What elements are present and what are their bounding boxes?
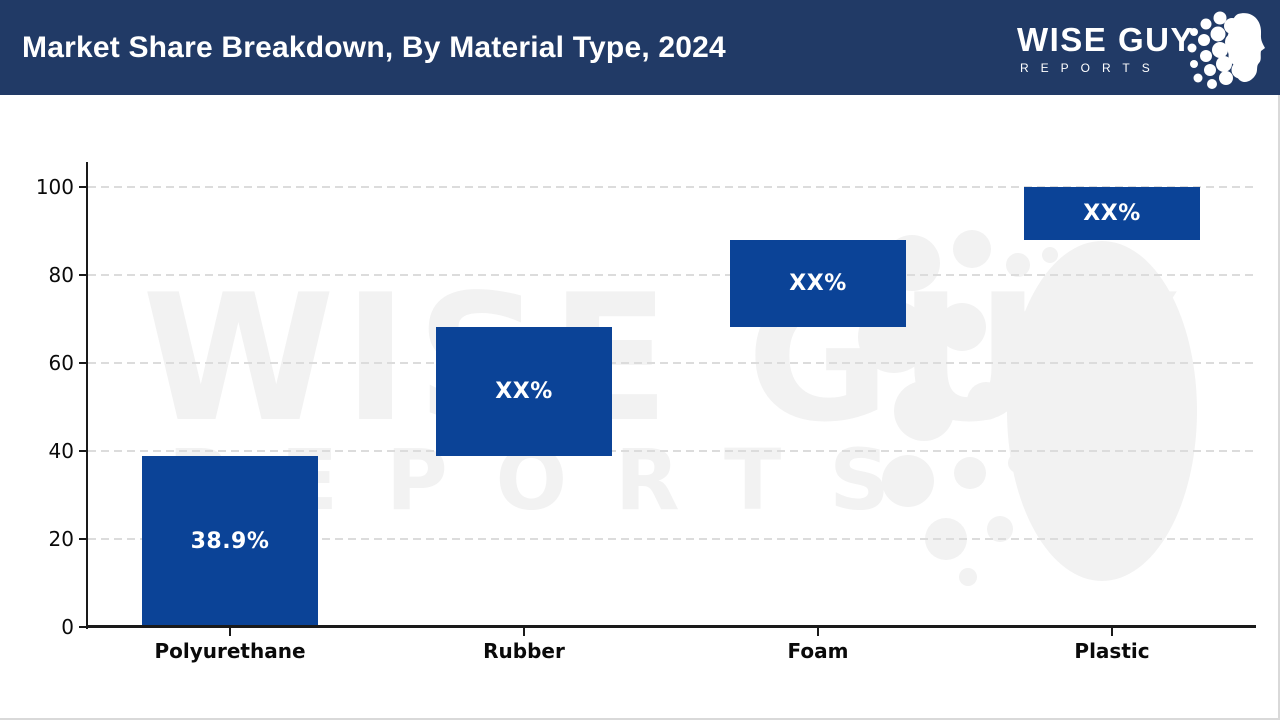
gridline-80 (88, 274, 1254, 276)
gridline-60 (88, 362, 1254, 364)
y-axis-line (86, 162, 88, 629)
gridline-100 (88, 186, 1254, 188)
logo-text: WISE GUY REPORTS (1016, 21, 1194, 76)
y-tick-mark (79, 186, 87, 188)
y-tick-mark (79, 450, 87, 452)
header: Market Share Breakdown, By Material Type… (0, 0, 1280, 95)
y-tick-mark (79, 626, 87, 628)
logo-wordmark: WISE GUY (1016, 21, 1194, 58)
gridline-40 (88, 450, 1254, 452)
x-tick-label: Plastic (1074, 639, 1150, 663)
gridline-20 (88, 538, 1254, 540)
bar-rubber: XX% (436, 326, 612, 456)
y-tick-label: 60 (48, 351, 74, 375)
y-tick-label: 40 (48, 439, 74, 463)
page-title: Market Share Breakdown, By Material Type… (22, 30, 726, 64)
y-tick-label: 20 (48, 527, 74, 551)
bar-polyurethane: 38.9% (142, 455, 318, 627)
bar-foam: XX% (730, 240, 906, 327)
x-tick-label: Foam (787, 639, 849, 663)
bar-value-label: 38.9% (190, 528, 270, 554)
watermark-wordmark: WISE GUY (142, 258, 1184, 461)
y-tick-mark (79, 274, 87, 276)
x-axis-line (86, 625, 1256, 628)
logo-face-icon (1187, 11, 1265, 89)
logo-subtext: REPORTS (1019, 61, 1162, 76)
x-tick-mark (817, 628, 819, 636)
bar-value-label: XX% (789, 271, 847, 297)
bar-plastic: XX% (1024, 187, 1200, 241)
x-tick-label: Rubber (483, 639, 565, 663)
wiseguy-logo: WISE GUY REPORTS (1017, 8, 1268, 92)
y-tick-label: 80 (48, 263, 74, 287)
x-tick-label: Polyurethane (154, 639, 306, 663)
bar-value-label: XX% (1083, 201, 1141, 227)
bar-value-label: XX% (495, 378, 553, 404)
y-tick-mark (79, 538, 87, 540)
x-tick-mark (523, 628, 525, 636)
watermark-face-icon (858, 230, 1197, 586)
y-tick-mark (79, 362, 87, 364)
x-tick-mark (229, 628, 231, 636)
x-tick-mark (1111, 628, 1113, 636)
y-tick-label: 100 (35, 175, 74, 199)
y-tick-label: 0 (61, 615, 74, 639)
